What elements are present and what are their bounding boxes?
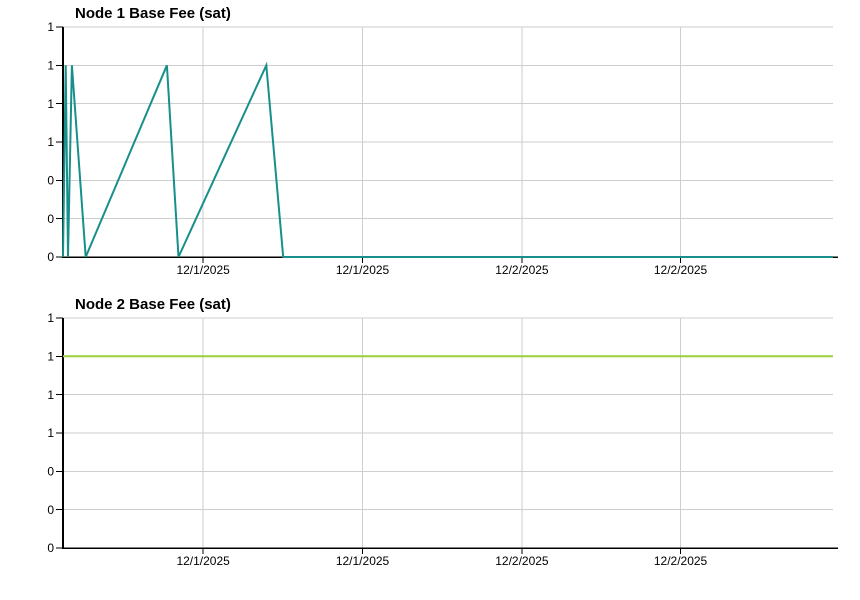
x-tick-label: 12/2/2025: [654, 554, 708, 568]
axes: 1 1 1 1 0 0 0 12/1/2025 12/1/2025 12/2/2025 12/2/2…: [47, 311, 838, 568]
y-tick-label: 1: [47, 59, 54, 73]
y-tick-label: 1: [47, 388, 54, 402]
x-tick-label: 12/2/2025: [654, 263, 708, 277]
y-tick-label: 1: [47, 97, 54, 111]
x-tick-label: 12/1/2025: [176, 554, 230, 568]
x-tick-label: 12/2/2025: [495, 263, 549, 277]
y-tick-label: 1: [47, 426, 54, 440]
node2-base-fee-chart: Node 2 Base Fee (sat) 1 1 1 1 0 0 0 12/1/2025 12…: [47, 296, 838, 568]
gridlines: [63, 317, 833, 548]
y-tick-label: 1: [47, 135, 54, 149]
y-tick-label: 0: [47, 174, 54, 188]
node1-base-fee-chart: Node 1 Base Fee (sat) 1 1 1 1 0 0 0 12/1/2025 12…: [47, 5, 838, 277]
y-tick-label: 0: [47, 541, 54, 555]
chart-title: Node 2 Base Fee (sat): [75, 296, 231, 313]
y-tick-label: 1: [47, 350, 54, 364]
chart-title: Node 1 Base Fee (sat): [75, 5, 231, 22]
x-tick-label: 12/2/2025: [495, 554, 549, 568]
x-tick-label: 12/1/2025: [336, 263, 390, 277]
node-1-base-fee-line: [62, 61, 833, 258]
y-tick-label: 0: [47, 212, 54, 226]
y-tick-label: 1: [47, 20, 54, 34]
y-tick-label: 0: [47, 465, 54, 479]
x-tick-label: 12/1/2025: [336, 554, 390, 568]
y-tick-label: 0: [47, 250, 54, 264]
y-tick-label: 1: [47, 311, 54, 325]
series: [62, 61, 833, 258]
axes: 1 1 1 1 0 0 0 12/1/2025 12/1/2025 12/2/2025 12/2/2…: [47, 20, 838, 277]
x-tick-label: 12/1/2025: [176, 263, 230, 277]
gridlines: [63, 26, 833, 257]
y-tick-label: 0: [47, 503, 54, 517]
